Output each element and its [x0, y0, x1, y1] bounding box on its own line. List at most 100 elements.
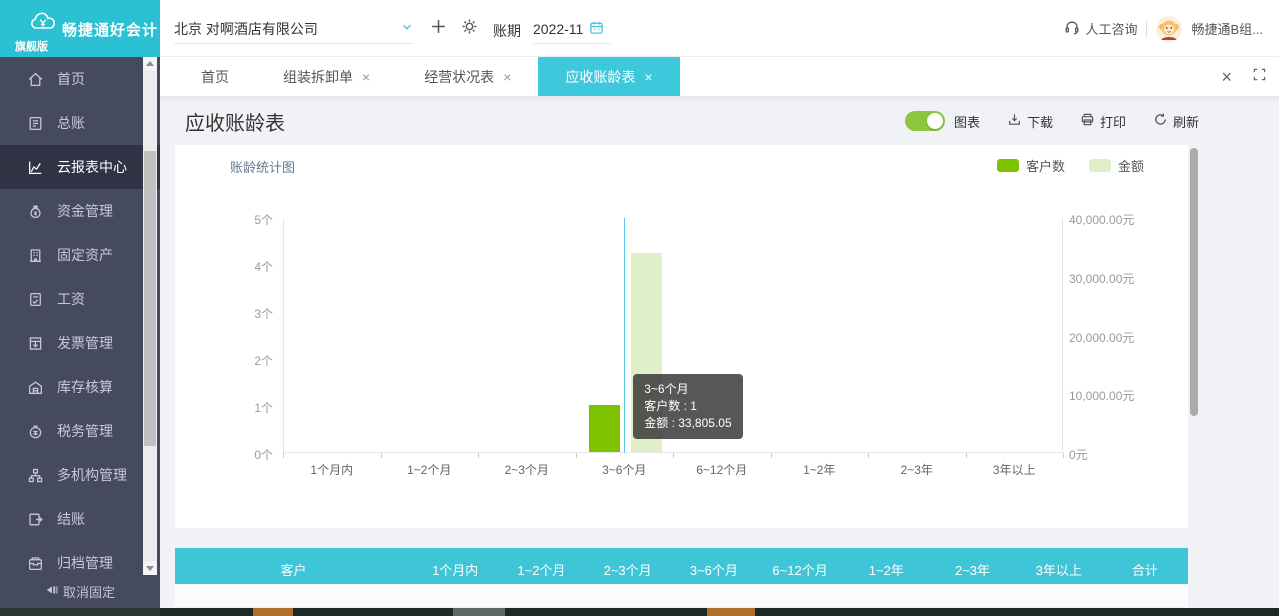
x-axis-tick-mark [575, 453, 577, 458]
right-axis-tick-label: 0元 [1069, 448, 1088, 462]
close-all-tabs-icon[interactable]: × [1221, 67, 1232, 87]
sidebar: 首页 总账云报表中心资金管理固定资产工资 发票管理 库存核算税务管理多机构管理结账归档… [0, 57, 160, 608]
sidebar-item-label: 结账 [57, 511, 85, 527]
company-selector[interactable]: 北京 对啊酒店有限公司 [174, 14, 414, 44]
tab-label: 组装拆卸单 [283, 68, 353, 85]
table-header-cell: 2~3年 [954, 563, 991, 578]
calendar-icon [589, 20, 604, 38]
tab-label: 应收账龄表 [565, 68, 636, 85]
sidebar-item-label: 归档管理 [57, 555, 113, 571]
sidebar-item-label: 云报表中心 [57, 159, 127, 175]
download-icon [1007, 112, 1022, 130]
tab-ar-aging[interactable]: 应收账龄表 × [538, 57, 680, 96]
tooltip-title: 3~6个月 [644, 382, 689, 396]
sidebar-item-home[interactable]: 首页 [0, 57, 160, 101]
sidebar-item-funds[interactable]: 资金管理 [0, 189, 160, 233]
sidebar-item-fixed-assets[interactable]: 固定资产 [0, 233, 160, 277]
x-axis-tick-mark [868, 453, 869, 458]
page-title: 应收账龄表 [185, 112, 285, 135]
brand-edition: 旗舰版 [15, 41, 48, 53]
legend-label: 客户数 [1025, 159, 1065, 174]
brand-logo[interactable]: 畅捷通好会计 旗舰版 [0, 0, 160, 57]
taskbar-segment [707, 608, 755, 616]
unpin-icon [45, 583, 59, 600]
support-button[interactable]: 人工咨询 [1064, 19, 1137, 38]
ledger-icon [27, 115, 44, 132]
scroll-up-icon[interactable] [143, 57, 157, 70]
tax-icon [27, 423, 44, 440]
tab-operating-status[interactable]: 经营状况表 × [397, 57, 538, 96]
fixed-assets-icon [27, 247, 44, 264]
x-axis-tick-mark [380, 453, 382, 458]
sidebar-item-archive[interactable]: 归档管理 [0, 541, 160, 585]
tab-home[interactable]: 首页 [174, 57, 256, 96]
chart-toggle[interactable]: 图表 [904, 111, 980, 131]
print-icon [1080, 112, 1095, 130]
bar-customer-count[interactable] [588, 405, 620, 452]
x-axis-category-label: 3年以上 [992, 463, 1036, 477]
tab-close-icon[interactable]: × [362, 68, 371, 85]
sidebar-menu: 首页 总账云报表中心资金管理固定资产工资 发票管理 库存核算税务管理多机构管理结账归档… [0, 57, 160, 585]
os-taskbar[interactable] [0, 608, 1279, 616]
cloud-logo-icon [30, 12, 56, 37]
x-axis-tick-mark [770, 453, 772, 458]
user-avatar[interactable] [1156, 15, 1183, 42]
scroll-down-icon[interactable] [143, 562, 157, 575]
sidebar-item-closing[interactable]: 结账 [0, 497, 160, 541]
right-axis-tick-label: 10,000.00元 [1069, 389, 1135, 404]
sidebar-scroll-thumb[interactable] [144, 151, 156, 446]
content-scrollbar[interactable] [1190, 148, 1198, 416]
user-name[interactable]: 畅捷通B组... [1191, 22, 1263, 37]
refresh-button[interactable]: 刷新 [1153, 112, 1199, 131]
x-axis-category-label: 2~3个月 [504, 463, 549, 477]
add-button[interactable] [430, 0, 447, 57]
sidebar-item-label: 多机构管理 [57, 467, 127, 483]
cloud-report-icon [27, 159, 44, 176]
tab-bar: 首页 组装拆卸单 × 经营状况表 × 应收账龄表 × × [160, 57, 1279, 97]
download-label: 下载 [1026, 114, 1053, 130]
home-icon [27, 71, 44, 88]
left-axis-tick-label: 1个 [254, 401, 273, 415]
sidebar-scrollbar[interactable] [143, 57, 157, 575]
headset-icon [1064, 19, 1080, 38]
toggle-switch[interactable] [904, 111, 945, 131]
sidebar-item-invoice[interactable]: 发票管理 [0, 321, 160, 365]
tab-close-icon[interactable]: × [503, 68, 512, 85]
left-axis-tick-label: 2个 [254, 354, 273, 368]
tooltip-line: 金额 : 33,805.05 [644, 416, 732, 430]
support-label: 人工咨询 [1085, 22, 1138, 37]
tab-assembly[interactable]: 组装拆卸单 × [256, 57, 397, 96]
tooltip-line: 客户数 : 1 [644, 399, 697, 413]
chevron-down-icon [400, 20, 414, 37]
topbar: 畅捷通好会计 旗舰版 北京 对啊酒店有限公司 账期 2022-11 [0, 0, 1279, 57]
topbar-divider [1146, 20, 1148, 37]
tab-close-icon[interactable]: × [644, 68, 653, 85]
legend-swatch [996, 159, 1019, 172]
table-header-cell: 2~3个月 [603, 563, 652, 578]
unpin-label: 取消固定 [62, 584, 115, 600]
download-button[interactable]: 下载 [1007, 112, 1053, 131]
sidebar-item-payroll[interactable]: 工资 [0, 277, 160, 321]
legend-label: 金额 [1117, 159, 1144, 174]
settings-button[interactable] [461, 0, 478, 57]
print-button[interactable]: 打印 [1080, 112, 1126, 131]
legend-item[interactable]: 客户数 [996, 156, 1065, 175]
sidebar-item-tax[interactable]: 税务管理 [0, 409, 160, 453]
x-axis-tick-mark [1063, 453, 1064, 458]
plot-area: 3~6个月客户数 : 1 金额 : 33,805.05 [283, 218, 1063, 453]
chart-tooltip: 3~6个月客户数 : 1 金额 : 33,805.05 [633, 374, 743, 439]
chart-title: 账龄统计图 [230, 160, 296, 175]
refresh-icon [1153, 112, 1168, 130]
unpin-sidebar-button[interactable]: 取消固定 [0, 577, 160, 605]
sidebar-item-label: 固定资产 [57, 247, 113, 263]
sidebar-item-cloud-report[interactable]: 云报表中心 [0, 145, 160, 189]
sidebar-item-ledger[interactable]: 总账 [0, 101, 160, 145]
sidebar-item-multi-org[interactable]: 多机构管理 [0, 453, 160, 497]
legend-item[interactable]: 金额 [1088, 156, 1144, 175]
sidebar-item-label: 税务管理 [57, 423, 113, 439]
sidebar-item-inventory[interactable]: 库存核算 [0, 365, 160, 409]
chart-legend: 客户数 金额 [996, 156, 1144, 175]
period-selector[interactable]: 2022-11 [533, 14, 611, 44]
x-axis-category-label: 1~2年 [803, 463, 836, 477]
fullscreen-icon[interactable] [1252, 67, 1267, 87]
